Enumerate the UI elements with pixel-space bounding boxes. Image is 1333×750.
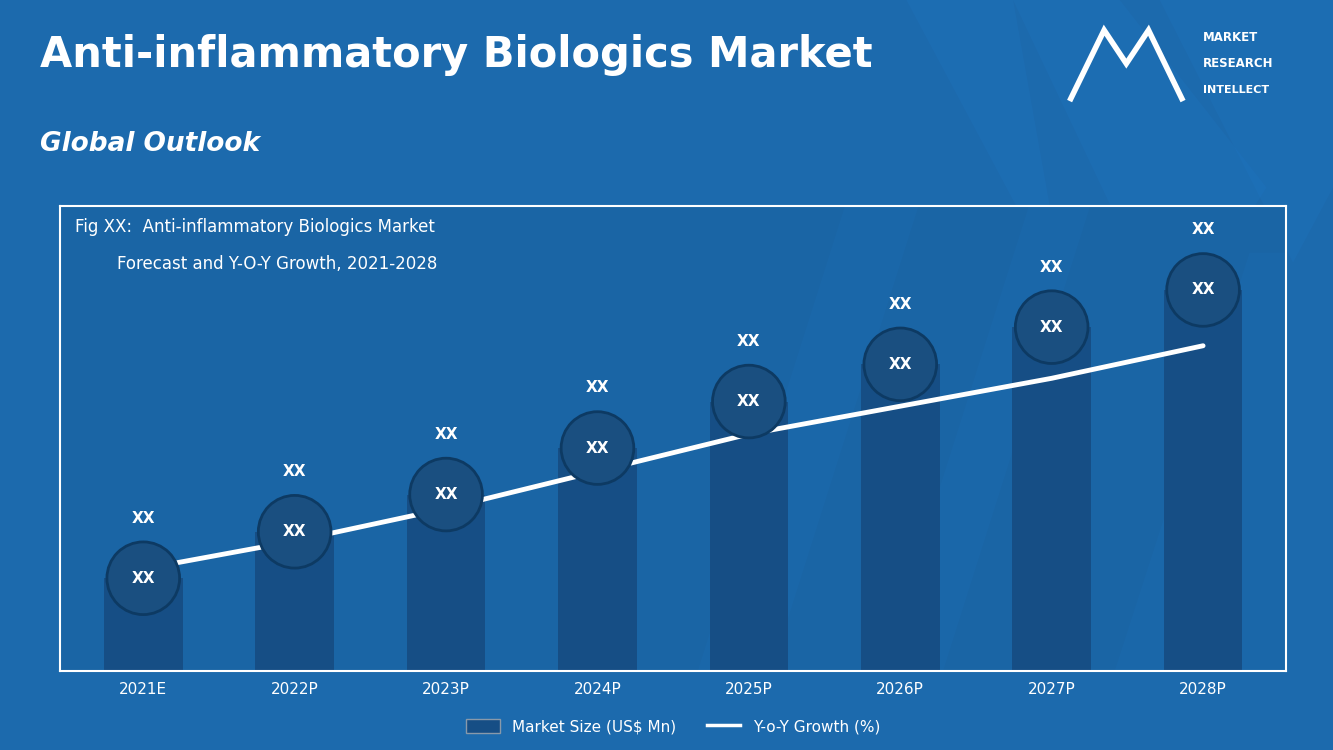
Polygon shape — [1013, 0, 1266, 338]
Ellipse shape — [107, 542, 180, 614]
Text: XX: XX — [283, 524, 307, 539]
Bar — [559, 448, 637, 671]
Polygon shape — [906, 0, 1066, 300]
Ellipse shape — [864, 328, 937, 400]
Text: Fig XX:  Anti-inflammatory Biologics Market: Fig XX: Anti-inflammatory Biologics Mark… — [75, 217, 435, 236]
Text: Anti-inflammatory Biologics Market: Anti-inflammatory Biologics Market — [40, 34, 873, 76]
Text: Global Outlook: Global Outlook — [40, 131, 260, 158]
Text: XX: XX — [435, 427, 457, 442]
Text: XX: XX — [889, 297, 912, 312]
Text: XX: XX — [132, 571, 155, 586]
Text: XX: XX — [435, 487, 457, 502]
Bar — [1012, 327, 1090, 671]
Ellipse shape — [561, 412, 633, 485]
Text: XX: XX — [1040, 320, 1064, 334]
Text: XX: XX — [283, 464, 307, 479]
Legend: Market Size (US$ Mn), Y-o-Y Growth (%): Market Size (US$ Mn), Y-o-Y Growth (%) — [460, 713, 886, 740]
Text: Forecast and Y-O-Y Growth, 2021-2028: Forecast and Y-O-Y Growth, 2021-2028 — [75, 255, 437, 273]
Bar — [1164, 290, 1242, 671]
Bar — [861, 364, 940, 671]
Text: XX: XX — [1040, 260, 1064, 274]
Ellipse shape — [713, 365, 785, 438]
Bar — [256, 532, 335, 671]
Text: XX: XX — [132, 511, 155, 526]
Text: INTELLECT: INTELLECT — [1202, 85, 1269, 95]
Text: XX: XX — [737, 334, 761, 349]
Text: XX: XX — [1192, 222, 1214, 237]
Text: XX: XX — [1192, 283, 1214, 298]
Bar — [104, 578, 183, 671]
Polygon shape — [1114, 253, 1286, 671]
Polygon shape — [697, 206, 918, 671]
Ellipse shape — [259, 496, 331, 568]
Ellipse shape — [1016, 291, 1088, 364]
Text: XX: XX — [585, 440, 609, 455]
Text: XX: XX — [585, 380, 609, 395]
Ellipse shape — [409, 458, 483, 531]
Ellipse shape — [1166, 254, 1240, 326]
Text: RESEARCH: RESEARCH — [1202, 57, 1273, 70]
Bar — [709, 401, 788, 671]
Text: XX: XX — [889, 357, 912, 372]
Bar — [407, 494, 485, 671]
Polygon shape — [881, 206, 1090, 671]
Polygon shape — [1160, 0, 1333, 262]
Text: MARKET: MARKET — [1202, 31, 1258, 44]
Text: XX: XX — [737, 394, 761, 409]
